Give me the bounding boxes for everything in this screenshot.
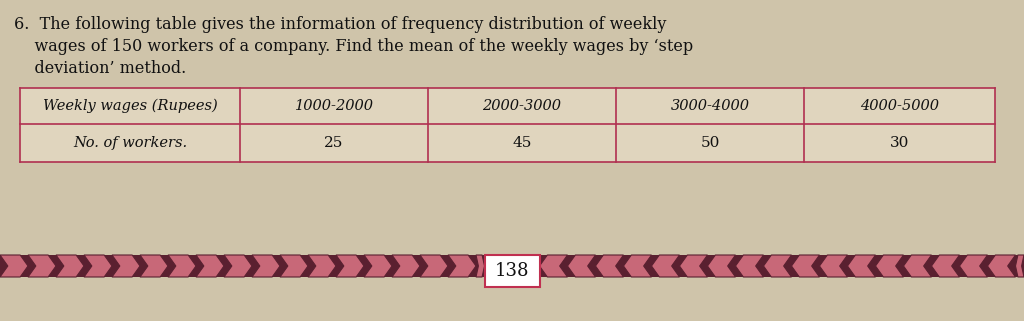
Polygon shape <box>364 255 392 277</box>
Polygon shape <box>567 255 596 277</box>
Bar <box>0 255 1024 277</box>
Text: 1000-2000: 1000-2000 <box>295 99 374 113</box>
Text: No. of workers.: No. of workers. <box>73 136 187 150</box>
Polygon shape <box>680 255 708 277</box>
Polygon shape <box>903 255 932 277</box>
FancyBboxPatch shape <box>484 255 540 287</box>
Polygon shape <box>280 255 308 277</box>
Bar <box>20 88 995 162</box>
Polygon shape <box>140 255 168 277</box>
Polygon shape <box>56 255 84 277</box>
Text: 50: 50 <box>700 136 720 150</box>
Polygon shape <box>392 255 420 277</box>
Polygon shape <box>252 255 280 277</box>
Polygon shape <box>651 255 680 277</box>
Polygon shape <box>476 255 484 277</box>
Polygon shape <box>819 255 848 277</box>
Polygon shape <box>540 255 567 277</box>
Polygon shape <box>959 255 987 277</box>
Polygon shape <box>224 255 252 277</box>
Polygon shape <box>0 255 28 277</box>
Text: wages of 150 workers of a company. Find the mean of the weekly wages by ‘step: wages of 150 workers of a company. Find … <box>14 38 693 55</box>
Polygon shape <box>596 255 624 277</box>
Polygon shape <box>932 255 959 277</box>
Text: 2000-3000: 2000-3000 <box>482 99 561 113</box>
Polygon shape <box>168 255 196 277</box>
Polygon shape <box>1016 255 1024 277</box>
Text: 4000-5000: 4000-5000 <box>860 99 939 113</box>
Polygon shape <box>792 255 819 277</box>
Text: 138: 138 <box>495 262 529 280</box>
Polygon shape <box>848 255 876 277</box>
Polygon shape <box>876 255 903 277</box>
Polygon shape <box>420 255 449 277</box>
Polygon shape <box>84 255 112 277</box>
Polygon shape <box>624 255 651 277</box>
Text: 3000-4000: 3000-4000 <box>671 99 750 113</box>
Text: 6.  The following table gives the information of frequency distribution of weekl: 6. The following table gives the informa… <box>14 16 667 33</box>
Polygon shape <box>196 255 224 277</box>
Text: Weekly wages (Rupees): Weekly wages (Rupees) <box>43 99 217 113</box>
Text: 25: 25 <box>325 136 344 150</box>
Polygon shape <box>987 255 1016 277</box>
Polygon shape <box>735 255 764 277</box>
Polygon shape <box>112 255 140 277</box>
Polygon shape <box>764 255 792 277</box>
Polygon shape <box>449 255 476 277</box>
Text: 30: 30 <box>890 136 909 150</box>
Text: deviation’ method.: deviation’ method. <box>14 60 186 77</box>
Polygon shape <box>28 255 56 277</box>
Polygon shape <box>336 255 364 277</box>
Polygon shape <box>708 255 735 277</box>
Text: 45: 45 <box>512 136 531 150</box>
Polygon shape <box>308 255 336 277</box>
